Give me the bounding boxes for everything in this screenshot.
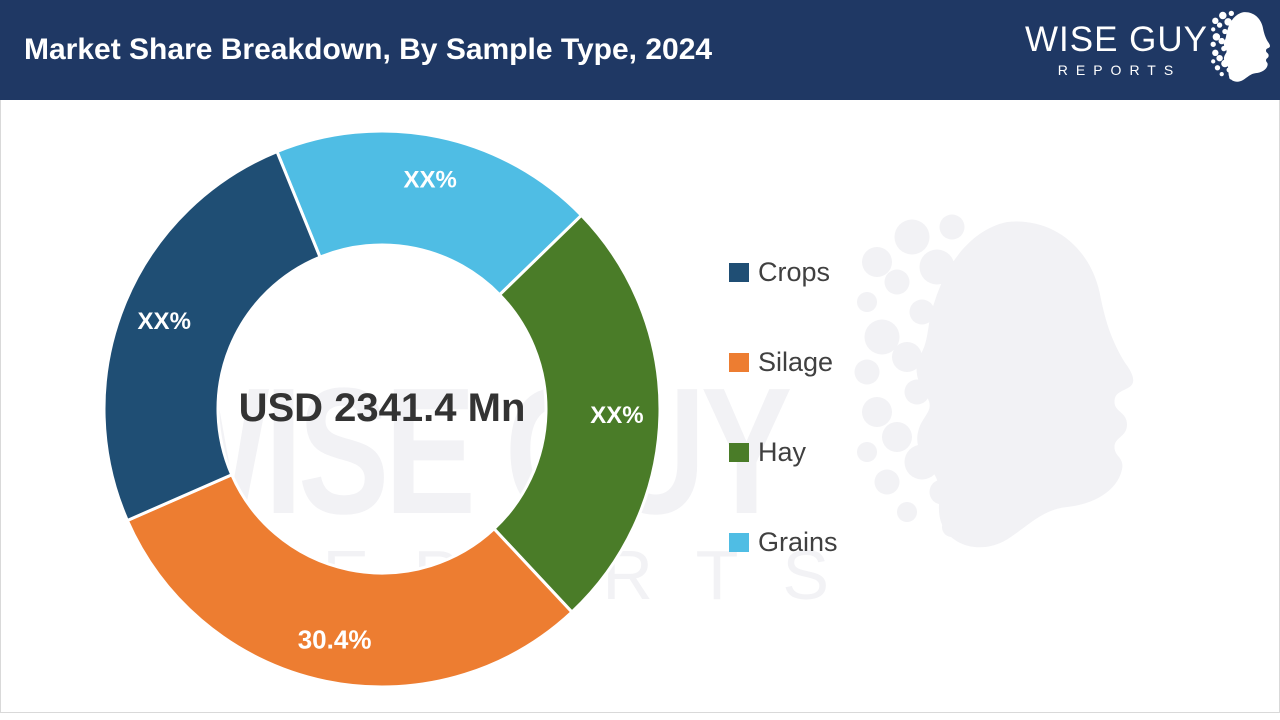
donut-center-value: USD 2341.4 Mn [238, 386, 526, 430]
header-bar: Market Share Breakdown, By Sample Type, … [0, 0, 1280, 100]
wiseguy-logo: WISE GUY REPORTS [1020, 0, 1280, 100]
donut-segment-silage [125, 473, 574, 689]
legend-swatch-crops [729, 262, 749, 282]
logo-wiseguy-label: WISE GUY [1024, 20, 1208, 59]
chart-title: Market Share Breakdown, By Sample Type, … [24, 33, 713, 66]
donut-segment-grains [275, 129, 583, 297]
segment-label-grains: XX% [403, 166, 456, 193]
segment-label-crops: XX% [138, 308, 191, 335]
legend-swatch-hay [729, 442, 749, 462]
donut-segment-crops [102, 150, 322, 522]
legend-label-grains: Grains [758, 526, 838, 557]
donut-chart: XX% XX% 30.4% XX% [102, 129, 662, 689]
legend-item-silage: Silage [729, 346, 833, 378]
legend-label-crops: Crops [758, 256, 831, 287]
logo-text: WISE GUY REPORTS [1024, 20, 1208, 78]
legend-swatch-silage [729, 352, 749, 372]
segment-label-silage: 30.4% [298, 624, 372, 654]
legend-swatch-grains [729, 532, 749, 552]
segment-label-hay: XX% [590, 402, 643, 429]
legend-label-hay: Hay [758, 436, 807, 467]
logo-reports-label: REPORTS [1057, 61, 1182, 78]
donut-segment-hay [492, 213, 662, 614]
legend-item-crops: Crops [729, 256, 830, 288]
legend-item-grains: Grains [729, 526, 838, 558]
logo-face-icon [1210, 10, 1270, 82]
watermark-face-icon [854, 214, 1134, 548]
legend-item-hay: Hay [729, 436, 806, 468]
legend-label-silage: Silage [758, 346, 834, 377]
